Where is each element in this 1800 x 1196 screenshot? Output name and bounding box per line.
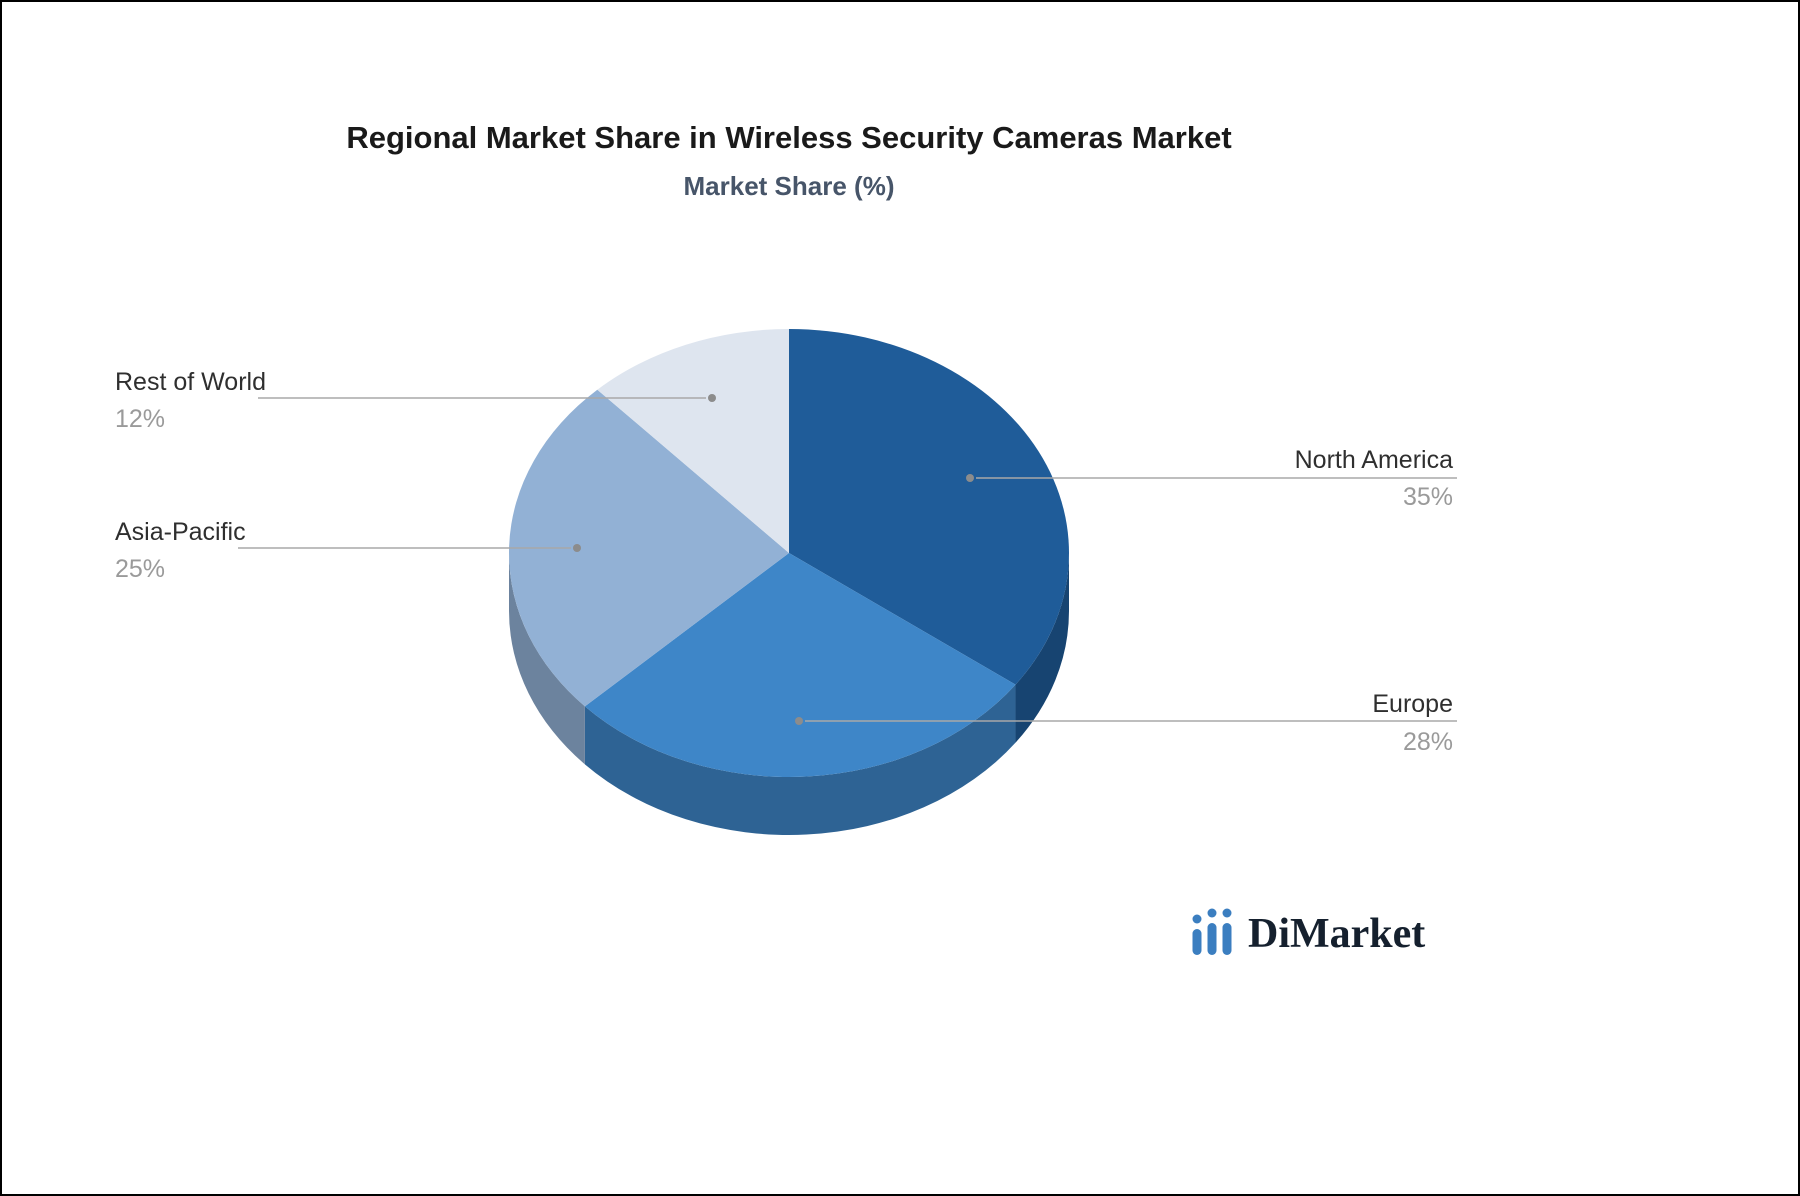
slice-value-europe: 28% [1402,728,1453,756]
slice-value-asia-pacific: 25% [115,555,166,583]
pie-slice-north-america[interactable] [789,329,1069,685]
pie-rim-asia-pacific [509,553,585,765]
chart-subtitle: Market Share (%) [683,171,895,201]
slice-label-europe: Europe [1372,690,1453,718]
pie-slices-group [508,329,1069,836]
leader-dot-asia-pacific [573,544,581,552]
slice-value-rest-of-world: 12% [115,405,166,433]
slice-label-rest-of-world: Rest of World [115,368,266,396]
slice-label-north-america: North America [1294,446,1453,474]
leader-lines-group [238,394,1457,725]
pie-slice-rest-of-world[interactable] [597,329,789,553]
bar-chart-logo-icon [1192,908,1232,955]
leader-dot-europe [795,717,803,725]
leader-dot-rest-of-world [708,394,716,402]
chart-title: Regional Market Share in Wireless Securi… [346,120,1232,155]
pie-rim-north-america [1015,553,1069,743]
pie-slice-asia-pacific[interactable] [508,389,789,707]
slice-label-asia-pacific: Asia-Pacific [115,518,246,546]
slice-value-north-america: 35% [1402,483,1453,511]
leader-dot-north-america [966,474,974,482]
dimarket-logo: DiMarket [1190,905,1425,957]
pie-rim-europe [584,684,1016,836]
logo-text: DiMarket [1248,910,1426,957]
